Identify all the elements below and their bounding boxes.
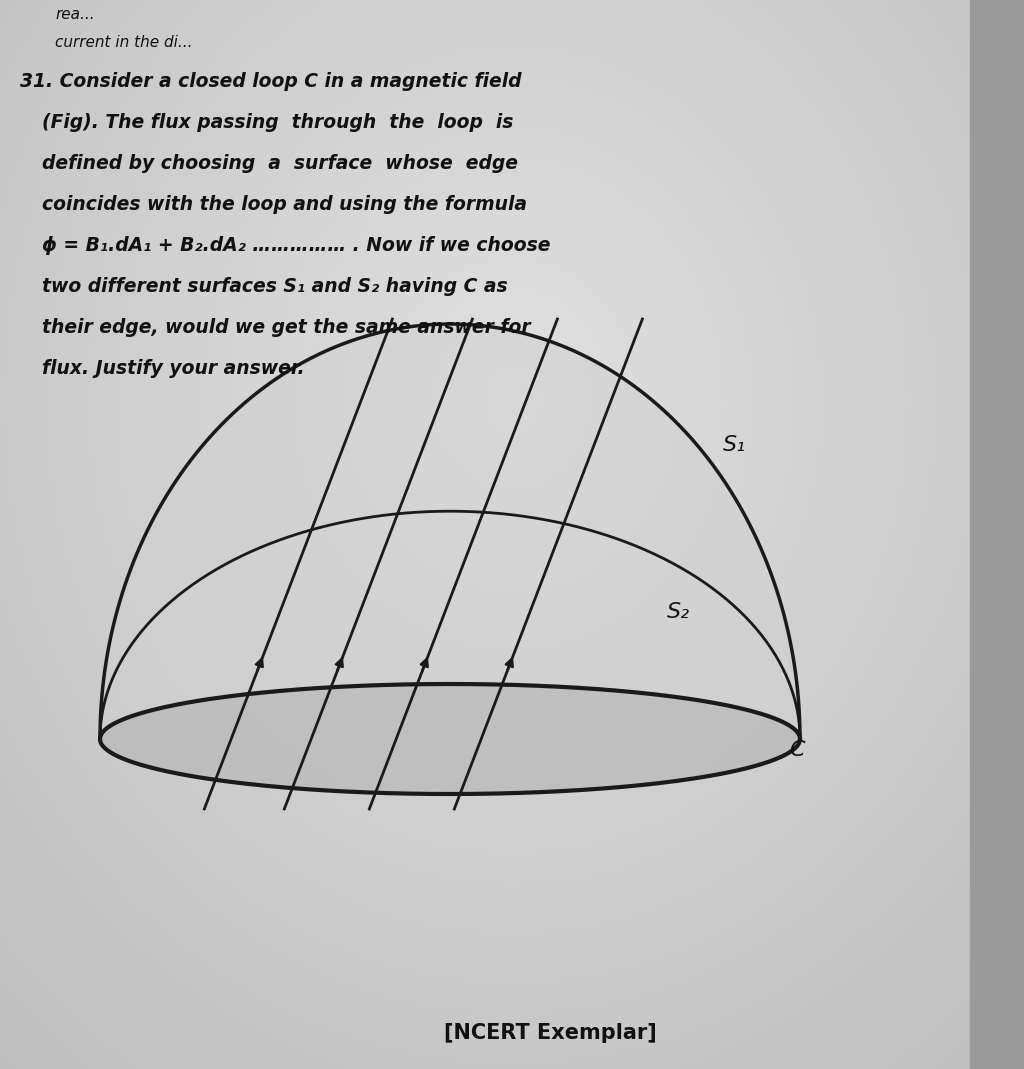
Text: current in the di...: current in the di...	[55, 35, 193, 50]
Text: flux. Justify your answer.: flux. Justify your answer.	[42, 359, 304, 378]
Text: [NCERT Exemplar]: [NCERT Exemplar]	[443, 1023, 656, 1043]
Text: S₂: S₂	[667, 602, 690, 622]
Text: (Fig). The flux passing  through  the  loop  is: (Fig). The flux passing through the loop…	[42, 113, 513, 131]
Bar	[970, 0, 1024, 1069]
Text: ϕ = B₁.dA₁ + B₂.dA₂ …………… . Now if we choose: ϕ = B₁.dA₁ + B₂.dA₂ …………… . Now if we ch…	[42, 236, 551, 255]
Text: 31. Consider a closed loop C in a magnetic field: 31. Consider a closed loop C in a magnet…	[20, 72, 521, 91]
Text: rea...: rea...	[55, 7, 94, 22]
Text: coincides with the loop and using the formula: coincides with the loop and using the fo…	[42, 195, 527, 214]
Text: defined by choosing  a  surface  whose  edge: defined by choosing a surface whose edge	[42, 154, 518, 173]
Text: two different surfaces S₁ and S₂ having C as: two different surfaces S₁ and S₂ having …	[42, 277, 508, 296]
Polygon shape	[100, 684, 800, 794]
Text: S₁: S₁	[723, 435, 746, 455]
Text: their edge, would we get the same answer for: their edge, would we get the same answer…	[42, 317, 530, 337]
Text: C: C	[790, 740, 805, 759]
